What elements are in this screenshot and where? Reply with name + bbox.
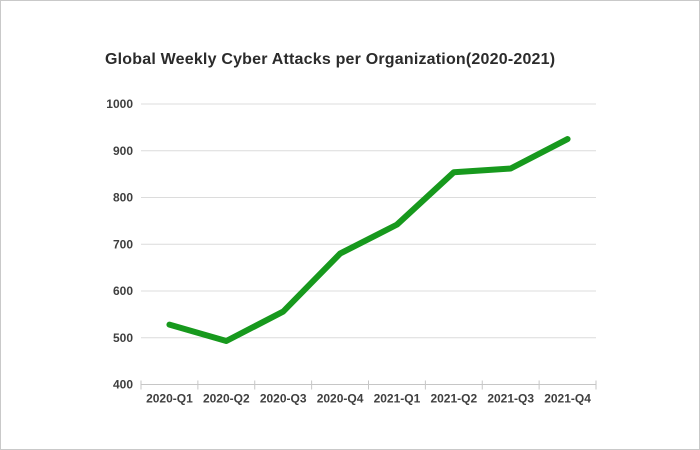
chart-title: Global Weekly Cyber Attacks per Organiza…: [105, 51, 556, 68]
y-axis-label: 400: [113, 378, 133, 392]
y-axis-label: 800: [113, 191, 133, 205]
y-axis-label: 1000: [106, 97, 133, 111]
y-axis-label: 900: [113, 144, 133, 158]
x-axis-label: 2020-Q2: [203, 392, 250, 406]
x-axis-label: 2021-Q1: [374, 392, 421, 406]
y-axis-label: 600: [113, 284, 133, 298]
x-axis-label: 2020-Q3: [260, 392, 307, 406]
y-axis-label: 700: [113, 237, 133, 251]
x-axis-label: 2021-Q4: [544, 392, 591, 406]
x-axis-label: 2020-Q1: [146, 392, 193, 406]
y-axis-label: 500: [113, 331, 133, 345]
data-line: [166, 136, 571, 345]
x-axis-label: 2020-Q4: [317, 392, 364, 406]
x-axis-label: 2021-Q3: [487, 392, 534, 406]
x-axis-label: 2021-Q2: [430, 392, 477, 406]
